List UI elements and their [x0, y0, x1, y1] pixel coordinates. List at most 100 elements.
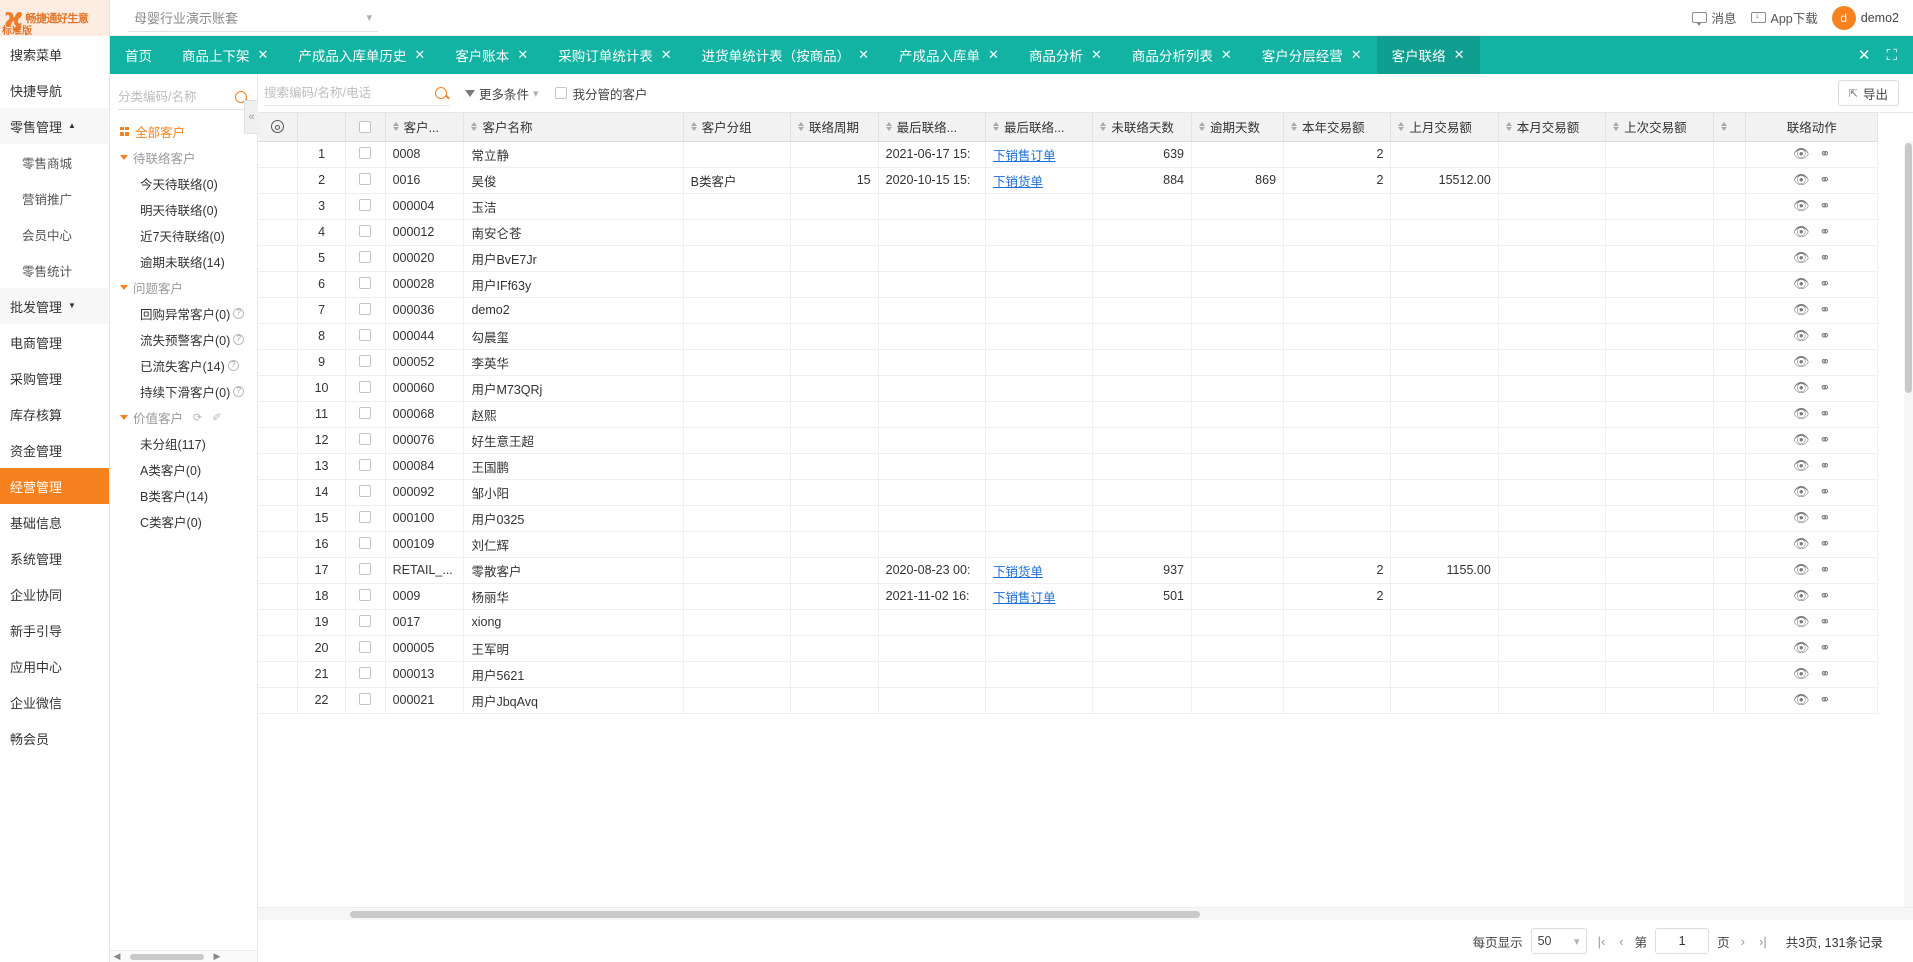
triangle-down-icon[interactable] [120, 154, 128, 160]
eye-icon[interactable]: 👁 [1792, 484, 1810, 499]
row-checkbox-cell[interactable] [345, 427, 386, 454]
tree-node-0[interactable]: 全部客户 [110, 118, 257, 144]
cell-actions[interactable]: 👁 ⚭ [1745, 583, 1878, 610]
share-icon[interactable]: ⚭ [1819, 354, 1831, 369]
tree-node-1[interactable]: 待联络客户 [110, 144, 257, 170]
table-row[interactable]: 17 RETAIL_... 零散客户 2020-08-23 00: 下销货单 937 2 11… [258, 557, 1878, 584]
grid-col-cycle[interactable]: 联络周期 [790, 113, 879, 142]
share-icon[interactable]: ⚭ [1819, 328, 1831, 343]
row-checkbox-cell[interactable] [345, 167, 386, 194]
table-row[interactable]: 15 000100 用户0325 👁 ⚭ [258, 505, 1878, 532]
sort-icon[interactable] [885, 122, 893, 132]
tab-4[interactable]: 采购订单统计表 ✕ [543, 36, 686, 74]
row-checkbox-cell[interactable] [345, 271, 386, 298]
sidebar-item-14[interactable]: 系统管理 [0, 540, 109, 576]
table-row[interactable]: 9 000052 李英华 👁 ⚭ [258, 349, 1878, 376]
eye-icon[interactable]: 👁 [1792, 354, 1810, 369]
sort-icon[interactable] [797, 122, 805, 132]
sidebar-item-4[interactable]: 营销推广 [0, 180, 109, 216]
table-row[interactable]: 6 000028 用户IFf63y 👁 ⚭ [258, 271, 1878, 298]
row-checkbox-cell[interactable] [345, 193, 386, 220]
last-page-button[interactable]: ›| [1759, 933, 1767, 949]
grid-col-days_nocontact[interactable]: 未联络天数 [1092, 113, 1192, 142]
eye-icon[interactable]: 👁 [1792, 406, 1810, 421]
tree-search-input[interactable] [118, 89, 222, 104]
sidebar-item-13[interactable]: 基础信息 [0, 504, 109, 540]
tree-node-7[interactable]: 回购异常客户(0)? [110, 300, 257, 326]
cell-actions[interactable]: 👁 ⚭ [1745, 453, 1878, 480]
my-customers-checkbox[interactable]: 我分管的客户 [554, 84, 648, 103]
tab-1[interactable]: 商品上下架 ✕ [167, 36, 283, 74]
eye-icon[interactable]: 👁 [1792, 224, 1810, 239]
tree-node-6[interactable]: 问题客户 [110, 274, 257, 300]
row-checkbox[interactable] [359, 224, 372, 237]
eye-icon[interactable]: 👁 [1792, 172, 1810, 187]
row-checkbox[interactable] [359, 484, 372, 497]
table-row[interactable]: 18 0009 杨丽华 2021-11-02 16: 下销售订单 501 2 👁 ⚭ [258, 583, 1878, 610]
sort-icon[interactable] [392, 122, 400, 132]
grid-vscroll-thumb[interactable] [1905, 143, 1912, 393]
tree-node-11[interactable]: 价值客户 ⟳ ✐ [110, 404, 257, 430]
tree-node-9[interactable]: 已流失客户(14)? [110, 352, 257, 378]
tab-3[interactable]: 客户账本 ✕ [440, 36, 543, 74]
fullscreen-button[interactable]: ⛶ [1886, 46, 1897, 64]
row-checkbox[interactable] [359, 302, 372, 315]
row-checkbox-cell[interactable] [345, 609, 386, 636]
table-row[interactable]: 20 000005 王军明 👁 ⚭ [258, 635, 1878, 662]
scroll-right-arrow-icon[interactable]: ▶ [213, 951, 221, 961]
eye-icon[interactable]: 👁 [1792, 588, 1810, 603]
eye-icon[interactable]: 👁 [1792, 666, 1810, 681]
row-checkbox-cell[interactable] [345, 401, 386, 428]
search-icon[interactable] [235, 90, 247, 103]
share-icon[interactable]: ⚭ [1819, 380, 1831, 395]
sort-icon[interactable] [471, 122, 478, 132]
cell-actions[interactable]: 👁 ⚭ [1745, 323, 1878, 350]
sort-icon[interactable] [993, 122, 1000, 132]
sort-icon[interactable] [1398, 122, 1405, 132]
close-icon[interactable]: ✕ [1453, 47, 1465, 62]
grid-col-group[interactable]: 客户分组 [683, 113, 791, 142]
share-icon[interactable]: ⚭ [1819, 666, 1831, 681]
share-icon[interactable]: ⚭ [1819, 406, 1831, 421]
tree-node-4[interactable]: 近7天待联络(0) [110, 222, 257, 248]
sidebar-item-11[interactable]: 资金管理 [0, 432, 109, 468]
close-icon[interactable]: ✕ [1220, 47, 1232, 62]
eye-icon[interactable]: 👁 [1792, 562, 1810, 577]
sidebar-item-2[interactable]: 零售管理 ▲ [0, 108, 109, 144]
cell-actions[interactable]: 👁 ⚭ [1745, 635, 1878, 662]
share-icon[interactable]: ⚭ [1819, 484, 1831, 499]
cell-actions[interactable]: 👁 ⚭ [1745, 219, 1878, 246]
row-checkbox-cell[interactable] [345, 687, 386, 714]
table-row[interactable]: 3 000004 玉洁 👁 ⚭ [258, 193, 1878, 220]
row-checkbox-cell[interactable] [345, 245, 386, 272]
edit-icon[interactable]: ✐ [212, 411, 222, 424]
checkbox-icon[interactable] [554, 87, 567, 99]
sort-icon[interactable] [1505, 122, 1513, 132]
sidebar-item-6[interactable]: 零售统计 [0, 252, 109, 288]
row-checkbox[interactable] [359, 276, 372, 289]
page-number-input[interactable] [1655, 928, 1710, 954]
cell-actions[interactable]: 👁 ⚭ [1745, 245, 1878, 272]
table-row[interactable]: 12 000076 好生意王超 👁 ⚭ [258, 427, 1878, 454]
row-checkbox[interactable] [359, 172, 372, 185]
sidebar-item-10[interactable]: 库存核算 [0, 396, 109, 432]
row-checkbox-cell[interactable] [345, 297, 386, 324]
table-row[interactable]: 21 000013 用户5621 👁 ⚭ [258, 661, 1878, 688]
row-checkbox[interactable] [359, 640, 372, 653]
order-link[interactable]: 下销售订单 [993, 590, 1056, 605]
select-all-checkbox[interactable] [359, 120, 372, 133]
share-icon[interactable]: ⚭ [1819, 224, 1831, 239]
row-checkbox-cell[interactable] [345, 531, 386, 558]
cell-actions[interactable]: 👁 ⚭ [1745, 479, 1878, 506]
per-page-select[interactable]: 50 ▾ [1530, 928, 1587, 954]
tab-7[interactable]: 商品分析 ✕ [1014, 36, 1117, 74]
row-checkbox[interactable] [359, 562, 372, 575]
close-icon[interactable]: ✕ [257, 47, 269, 62]
share-icon[interactable]: ⚭ [1819, 276, 1831, 291]
eye-icon[interactable]: 👁 [1792, 510, 1810, 525]
tree-scroll-thumb[interactable] [130, 953, 204, 960]
grid-col-name[interactable]: 客户名称 [463, 113, 684, 142]
tree-node-5[interactable]: 逾期未联络(14) [110, 248, 257, 274]
close-icon[interactable]: ✕ [1090, 47, 1102, 62]
order-link[interactable]: 下销售订单 [993, 148, 1056, 163]
